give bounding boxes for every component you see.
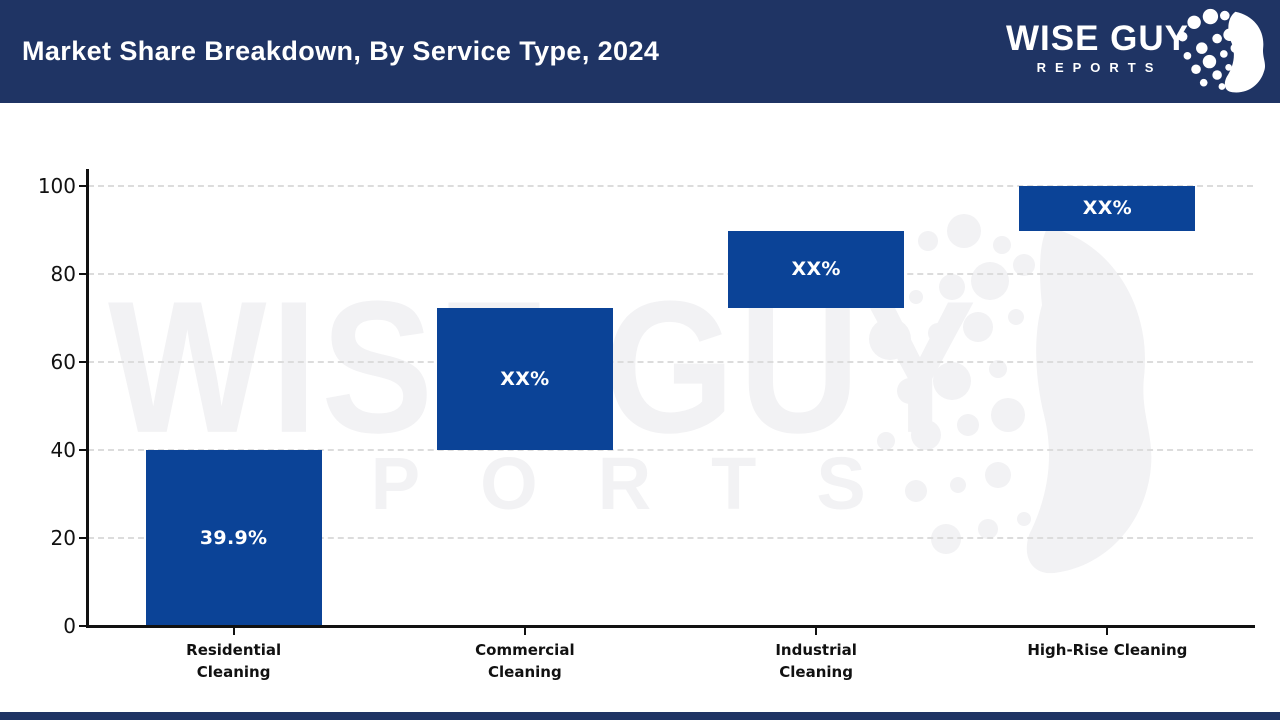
y-axis-tick-label: 0 xyxy=(63,614,76,638)
brand-subtitle: REPORTS xyxy=(1036,60,1163,75)
x-axis-category-label: Industrial Cleaning xyxy=(775,641,857,681)
y-axis-tick-label: 80 xyxy=(50,262,76,286)
x-axis-category-label: High-Rise Cleaning xyxy=(1027,641,1188,659)
bar-value-label: XX% xyxy=(500,368,550,391)
footer-bar xyxy=(0,712,1280,720)
bar-segment: XX% xyxy=(728,230,905,308)
gridline xyxy=(88,361,1253,363)
x-axis-tick xyxy=(815,628,818,635)
x-axis-tick xyxy=(523,628,526,635)
y-axis-tick-label: 40 xyxy=(50,438,76,462)
bar-value-label: XX% xyxy=(791,258,841,281)
bar-segment: 39.9% xyxy=(145,450,322,626)
wiseguy-face-icon xyxy=(1177,8,1266,93)
y-axis-tick xyxy=(79,625,88,627)
y-axis-tick-label: 60 xyxy=(50,350,76,374)
y-axis-tick xyxy=(79,185,88,187)
page-title: Market Share Breakdown, By Service Type,… xyxy=(22,36,660,66)
bar-segment: XX% xyxy=(1019,186,1196,231)
bar-segment: XX% xyxy=(436,307,613,451)
y-axis-tick-label: 100 xyxy=(37,174,76,198)
header: Market Share Breakdown, By Service Type,… xyxy=(0,0,1280,103)
y-axis-tick-label: 20 xyxy=(50,526,76,550)
gridline xyxy=(88,185,1253,187)
y-axis-tick xyxy=(79,361,88,363)
gridline xyxy=(88,449,1253,451)
x-axis-tick xyxy=(232,628,235,635)
x-axis-line xyxy=(88,625,1255,628)
y-axis-tick xyxy=(79,537,88,539)
gridline xyxy=(88,273,1253,275)
chart-area: WISE GUY REPORTS 0 20 40 60 80 100 39.9% Reside… xyxy=(0,103,1280,712)
y-axis-tick xyxy=(79,449,88,451)
bar-value-label: 39.9% xyxy=(199,527,268,550)
bar-value-label: XX% xyxy=(1082,197,1132,220)
y-axis-line xyxy=(86,169,89,628)
brand-name: WISE GUY xyxy=(1006,19,1190,58)
y-axis-tick xyxy=(79,273,88,275)
watermark-face-icon xyxy=(869,214,1152,574)
x-axis-category-label: Commercial Cleaning xyxy=(475,641,575,681)
brand-logo-text: WISE GUY REPORTS xyxy=(1006,19,1190,75)
x-axis-tick xyxy=(1106,628,1109,635)
brand-logo: WISE GUY REPORTS xyxy=(1006,7,1266,97)
x-axis-category-label: Residential Cleaning xyxy=(186,641,282,681)
gridline xyxy=(88,537,1253,539)
